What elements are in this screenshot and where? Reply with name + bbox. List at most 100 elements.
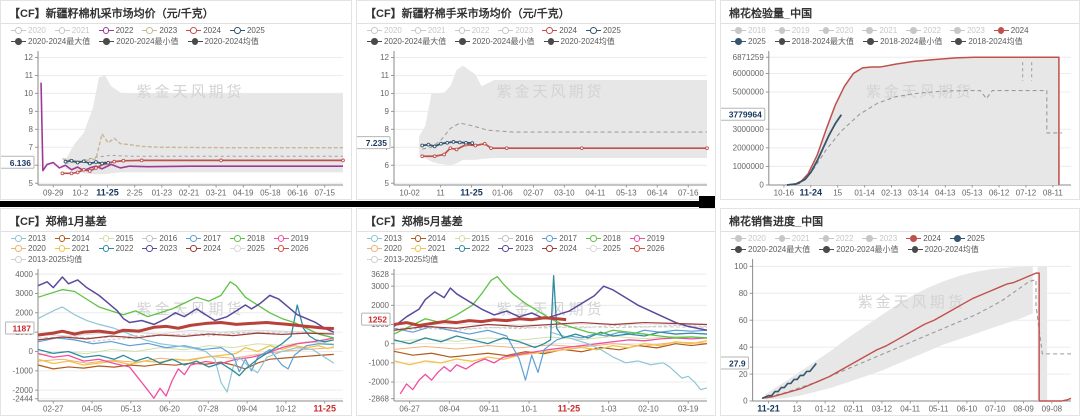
y-tick-label: 0: [29, 347, 34, 356]
legend-marker-icon: [410, 244, 426, 253]
legend-item-2024[interactable]: 2024: [906, 234, 941, 243]
x-tick-label: 07-15: [314, 189, 335, 198]
chart-panel-zhengmian-may-basis: 【CF】郑棉5月基差 2013 2014 2015 2016 2017 2018 2019 20…: [356, 208, 716, 416]
legend-item-2024[interactable]: 2024: [186, 244, 221, 253]
legend-item-2021[interactable]: 2021: [54, 26, 90, 35]
legend-item-2019[interactable]: 2019: [774, 26, 810, 35]
legend-item-2020-2024-[interactable]: 2020-2024最小值: [819, 244, 899, 255]
legend-item-2024[interactable]: 2024: [993, 26, 1029, 35]
legend-item-2026[interactable]: 2026: [273, 244, 309, 253]
legend-item-2017[interactable]: 2017: [186, 234, 221, 243]
chart-canvas: 36283000200010000-1000-2000-2868紫金天风期货12…: [361, 269, 708, 414]
legend-item-2024[interactable]: 2024: [542, 244, 577, 253]
legend-item-2014[interactable]: 2014: [54, 234, 90, 243]
legend-item-2025[interactable]: 2025: [585, 244, 621, 253]
legend-item-2018[interactable]: 2018: [229, 234, 265, 243]
legend-item-2020[interactable]: 2020: [367, 26, 402, 35]
legend-item-2020[interactable]: 2020: [731, 234, 766, 243]
legend-marker-icon: [629, 234, 645, 243]
legend-item-2022[interactable]: 2022: [454, 26, 489, 35]
legend-item-2026[interactable]: 2026: [629, 244, 665, 253]
legend-item-2020-2024-[interactable]: 2020-2024最小值: [455, 36, 535, 47]
legend-item-2025[interactable]: 2025: [229, 26, 265, 35]
x-tick-label: 07-16: [678, 189, 699, 198]
legend-item-2025[interactable]: 2025: [585, 26, 621, 35]
series-marker: [69, 171, 74, 176]
legend-label: 2020-2024最小值: [836, 245, 899, 254]
legend-item-2015[interactable]: 2015: [454, 234, 489, 243]
legend-item-2016[interactable]: 2016: [142, 234, 177, 243]
y-tick-label: 9: [29, 107, 34, 116]
chart-title: 棉花销售进度_中国: [721, 209, 1079, 232]
legend-item-2020-2024-[interactable]: 2020-2024最大值: [11, 36, 90, 47]
y-tick-label: -2444: [13, 394, 34, 403]
legend-item-2023[interactable]: 2023: [862, 234, 897, 243]
series-2022: [40, 82, 343, 172]
y-tick-label: 0: [759, 181, 764, 190]
legend-item-2018[interactable]: 2018: [731, 26, 766, 35]
y-tick-label: 3628: [371, 270, 389, 279]
legend-item-2014[interactable]: 2014: [410, 234, 446, 243]
legend-item-2020-2024-[interactable]: 2020-2024最小值: [99, 36, 179, 47]
legend-item-2013-2025-[interactable]: 2013-2025均值: [367, 254, 438, 265]
x-tick-label: 01-12: [815, 405, 836, 414]
legend-marker-icon: [585, 234, 601, 243]
legend-item-2018-2024-[interactable]: 2018-2024均值: [951, 36, 1023, 47]
series-marker: [579, 146, 584, 151]
legend-item-2018-2024-[interactable]: 2018-2024最小值: [863, 36, 942, 47]
legend-item-2022[interactable]: 2022: [818, 234, 853, 243]
legend-item-2019[interactable]: 2019: [629, 234, 665, 243]
legend-marker-icon: [367, 26, 382, 35]
legend-item-2021[interactable]: 2021: [410, 244, 446, 253]
legend-item-2013[interactable]: 2013: [367, 234, 402, 243]
legend-item-2021[interactable]: 2021: [410, 26, 446, 35]
legend-item-2020-2024-[interactable]: 2020-2024均值: [543, 36, 615, 47]
legend-item-2023[interactable]: 2023: [142, 26, 177, 35]
legend-item-2024[interactable]: 2024: [542, 26, 577, 35]
legend-item-2017[interactable]: 2017: [542, 234, 577, 243]
legend-item-2024[interactable]: 2024: [186, 26, 221, 35]
x-tick-label: 04-19: [233, 189, 254, 198]
legend-label: 2017: [203, 234, 221, 243]
chart-panel-xinjiang-hand-picked-price: 【CF】新疆籽棉手采市场均价（元/千克） 2020 2021 2022 2023 2024…: [356, 0, 716, 200]
legend-item-2025[interactable]: 2025: [949, 234, 985, 243]
legend-item-2020[interactable]: 2020: [818, 26, 853, 35]
legend-item-2013[interactable]: 2013: [11, 234, 46, 243]
legend-item-2016[interactable]: 2016: [498, 234, 533, 243]
legend-item-2021[interactable]: 2021: [862, 26, 897, 35]
legend-label: 2019: [646, 234, 665, 243]
current-value-text: 27.9: [729, 358, 746, 368]
y-tick-label: 11: [381, 71, 390, 80]
legend-item-2013-2025-[interactable]: 2013-2025均值: [11, 254, 82, 265]
legend-item-2019[interactable]: 2019: [273, 234, 309, 243]
legend-item-2018[interactable]: 2018: [585, 234, 621, 243]
legend-item-2023[interactable]: 2023: [498, 26, 533, 35]
y-tick-label: 12: [24, 53, 33, 62]
legend-item-2021[interactable]: 2021: [774, 234, 810, 243]
legend-item-2020-2024-[interactable]: 2020-2024均值: [907, 244, 979, 255]
legend-item-2022[interactable]: 2022: [98, 26, 133, 35]
legend-item-2023[interactable]: 2023: [142, 244, 177, 253]
legend-item-2022[interactable]: 2022: [98, 244, 133, 253]
legend-item-2015[interactable]: 2015: [98, 234, 133, 243]
chart-legend: 2013 2014 2015 2016 2017 2018 2019 2020 2021 2022…: [357, 232, 715, 265]
legend-item-2020-2024-[interactable]: 2020-2024最大值: [367, 36, 446, 47]
legend-item-2020[interactable]: 2020: [11, 244, 46, 253]
legend-item-2022[interactable]: 2022: [454, 244, 489, 253]
legend-item-2020-2024-[interactable]: 2020-2024均值: [187, 36, 259, 47]
series-marker: [420, 143, 425, 148]
legend-item-2021[interactable]: 2021: [54, 244, 90, 253]
legend-item-2020[interactable]: 2020: [11, 26, 46, 35]
current-value-badge: [721, 356, 750, 370]
legend-item-2023[interactable]: 2023: [949, 26, 985, 35]
series-marker: [341, 158, 345, 163]
legend-item-2023[interactable]: 2023: [498, 244, 533, 253]
legend-item-2025[interactable]: 2025: [731, 37, 766, 46]
legend-item-2020-2024-[interactable]: 2020-2024最大值: [731, 244, 810, 255]
legend-item-2025[interactable]: 2025: [229, 244, 265, 253]
legend-item-2022[interactable]: 2022: [906, 26, 941, 35]
x-tick-label: 07-10: [985, 405, 1006, 414]
legend-item-2018-2024-[interactable]: 2018-2024最大值: [774, 36, 854, 47]
legend-item-2020[interactable]: 2020: [367, 244, 402, 253]
series-marker: [69, 158, 74, 163]
